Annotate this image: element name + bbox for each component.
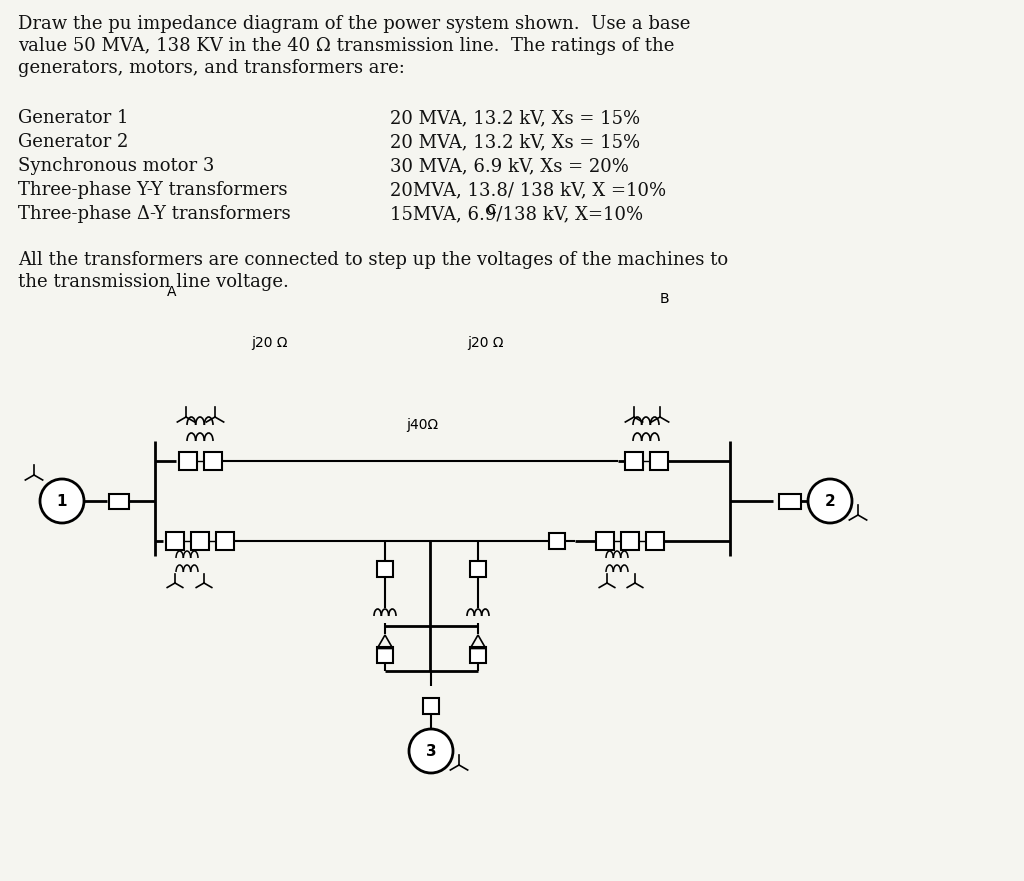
Text: j20 Ω: j20 Ω [251,336,288,350]
Bar [109,493,129,508]
Text: Generator 1: Generator 1 [18,109,128,127]
Text: 20 MVA, 13.2 kV, Xs = 15%: 20 MVA, 13.2 kV, Xs = 15% [390,133,640,151]
Text: value 50 MVA, 138 KV in the 40 Ω transmission line.  The ratings of the: value 50 MVA, 138 KV in the 40 Ω transmi… [18,37,675,55]
Bar [216,532,234,550]
Bar [166,532,184,550]
Text: the transmission line voltage.: the transmission line voltage. [18,273,289,291]
Text: generators, motors, and transformers are:: generators, motors, and transformers are… [18,59,404,77]
Text: j20 Ω: j20 Ω [467,336,503,350]
Text: 30 MVA, 6.9 kV, Xs = 20%: 30 MVA, 6.9 kV, Xs = 20% [390,157,629,175]
Text: j40Ω: j40Ω [406,418,438,432]
Text: Three-phase Δ-Y transformers: Three-phase Δ-Y transformers [18,205,291,223]
Circle shape [40,479,84,523]
Text: Draw the pu impedance diagram of the power system shown.  Use a base: Draw the pu impedance diagram of the pow… [18,15,690,33]
Text: B: B [660,292,670,306]
Text: C: C [486,203,496,217]
Text: 3: 3 [426,744,436,759]
Bar [470,561,486,577]
Text: Generator 2: Generator 2 [18,133,128,151]
Text: 15MVA, 6.9/138 kV, X=10%: 15MVA, 6.9/138 kV, X=10% [390,205,643,223]
Bar [470,647,486,663]
Bar [621,532,639,550]
Text: 1: 1 [56,493,68,508]
Bar [204,452,222,470]
Bar [377,647,393,663]
Bar [596,532,614,550]
Text: A: A [167,285,176,299]
Bar [377,561,393,577]
Bar [191,532,209,550]
Text: All the transformers are connected to step up the voltages of the machines to: All the transformers are connected to st… [18,251,728,269]
Bar [650,452,668,470]
Bar [779,493,801,508]
Text: 20MVA, 13.8/ 138 kV, X =10%: 20MVA, 13.8/ 138 kV, X =10% [390,181,667,199]
Text: 20 MVA, 13.2 kV, Xs = 15%: 20 MVA, 13.2 kV, Xs = 15% [390,109,640,127]
Bar [549,533,565,549]
Circle shape [409,729,453,773]
Text: Synchronous motor 3: Synchronous motor 3 [18,157,214,175]
Circle shape [808,479,852,523]
Bar [646,532,664,550]
Bar [423,698,439,714]
Bar [625,452,643,470]
Text: Three-phase Y-Y transformers: Three-phase Y-Y transformers [18,181,288,199]
Text: 2: 2 [824,493,836,508]
Bar [179,452,197,470]
